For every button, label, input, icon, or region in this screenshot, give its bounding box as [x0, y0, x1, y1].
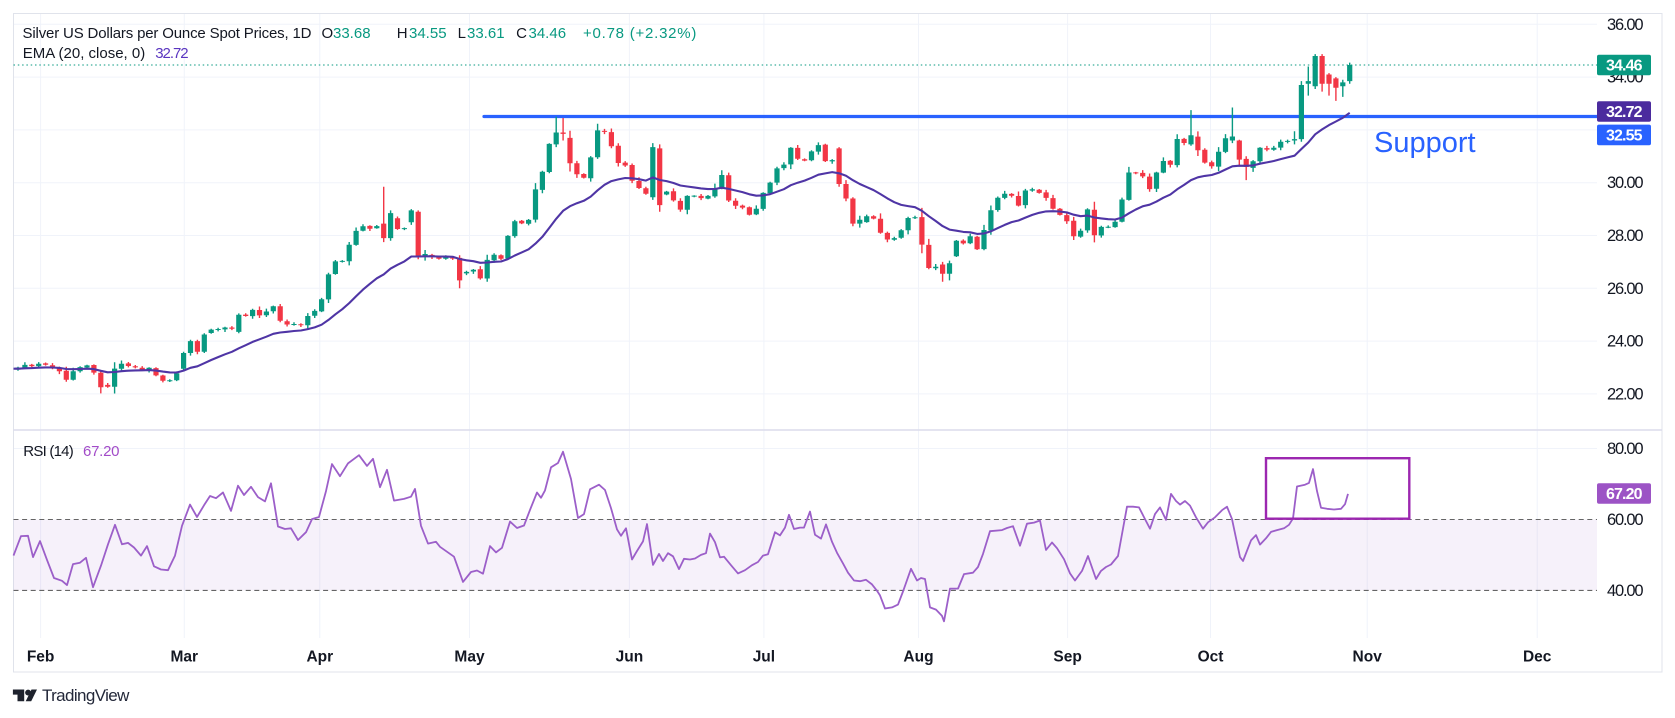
svg-text:Jul: Jul	[753, 649, 775, 666]
svg-text:Oct: Oct	[1198, 649, 1224, 666]
svg-text:36.00: 36.00	[1607, 16, 1644, 34]
svg-text:28.00: 28.00	[1607, 227, 1644, 245]
svg-text:May: May	[454, 649, 485, 666]
svg-text:Support: Support	[1374, 127, 1476, 159]
svg-text:TradingView: TradingView	[42, 686, 130, 705]
svg-text:Nov: Nov	[1353, 649, 1383, 666]
svg-text:Sep: Sep	[1053, 649, 1081, 666]
svg-text:32.72: 32.72	[1606, 104, 1643, 121]
svg-text:26.00: 26.00	[1607, 280, 1644, 298]
svg-text:80.00: 80.00	[1607, 440, 1644, 458]
svg-text:Jun: Jun	[616, 649, 644, 666]
svg-text:EMA (20, close, 0): EMA (20, close, 0)	[23, 45, 146, 62]
svg-text:22.00: 22.00	[1607, 385, 1644, 403]
svg-text:33.68: 33.68	[333, 25, 371, 42]
svg-text:L: L	[458, 25, 466, 42]
svg-text:34.46: 34.46	[1606, 58, 1643, 75]
svg-text:RSI (14): RSI (14)	[23, 443, 73, 460]
svg-text:34.55: 34.55	[409, 25, 447, 42]
svg-text:67.20: 67.20	[83, 443, 120, 460]
svg-text:40.00: 40.00	[1607, 582, 1644, 600]
svg-text:Mar: Mar	[171, 649, 199, 666]
svg-text:60.00: 60.00	[1607, 511, 1644, 529]
svg-text:Apr: Apr	[306, 649, 333, 666]
svg-text:32.72: 32.72	[155, 45, 188, 62]
svg-text:67.20: 67.20	[1606, 486, 1643, 503]
svg-text:H: H	[397, 25, 408, 42]
svg-text:C: C	[516, 25, 527, 42]
svg-text:Feb: Feb	[27, 649, 55, 666]
svg-text:34.46: 34.46	[529, 25, 567, 42]
svg-text:30.00: 30.00	[1607, 174, 1644, 192]
svg-text:32.55: 32.55	[1606, 127, 1643, 144]
svg-text:+0.78 (+2.32%): +0.78 (+2.32%)	[583, 25, 696, 42]
svg-text:O: O	[322, 25, 334, 42]
svg-text:Aug: Aug	[903, 649, 933, 666]
svg-text:Silver US Dollars per Ounce Sp: Silver US Dollars per Ounce Spot Prices,…	[23, 25, 312, 42]
svg-text:24.00: 24.00	[1607, 333, 1644, 351]
svg-text:33.61: 33.61	[467, 25, 505, 42]
svg-text:Dec: Dec	[1523, 649, 1552, 666]
